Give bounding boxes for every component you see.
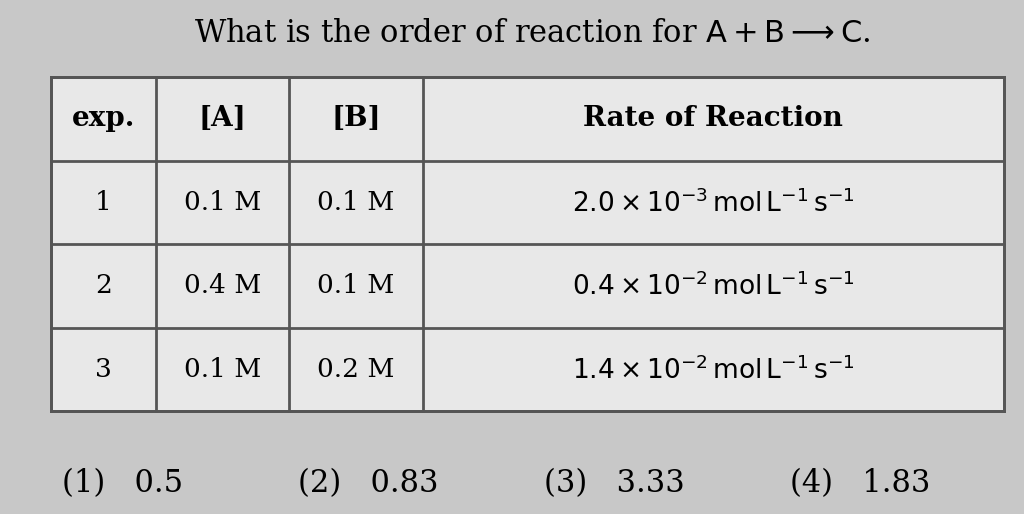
- Text: 0.2 M: 0.2 M: [317, 357, 394, 382]
- Text: 0.1 M: 0.1 M: [317, 273, 394, 299]
- Text: (3)   3.33: (3) 3.33: [544, 468, 685, 499]
- Text: What is the order of reaction for $\mathrm{A + B} \longrightarrow \mathrm{C}$.: What is the order of reaction for $\math…: [195, 18, 870, 49]
- Text: (4)   1.83: (4) 1.83: [790, 468, 931, 499]
- Text: [B]: [B]: [331, 105, 381, 133]
- Text: 2: 2: [95, 273, 112, 299]
- Text: 0.1 M: 0.1 M: [184, 190, 261, 215]
- Text: 1: 1: [95, 190, 112, 215]
- Text: $1.4 \times 10^{-2}\,\mathrm{mol\,L^{-1}\,s^{-1}}$: $1.4 \times 10^{-2}\,\mathrm{mol\,L^{-1}…: [571, 355, 854, 383]
- Text: 0.4 M: 0.4 M: [184, 273, 261, 299]
- Text: 0.1 M: 0.1 M: [184, 357, 261, 382]
- Text: (2)   0.83: (2) 0.83: [298, 468, 439, 499]
- Text: $2.0 \times 10^{-3}\,\mathrm{mol\,L^{-1}\,s^{-1}}$: $2.0 \times 10^{-3}\,\mathrm{mol\,L^{-1}…: [571, 188, 854, 216]
- Text: 0.1 M: 0.1 M: [317, 190, 394, 215]
- Text: (1)   0.5: (1) 0.5: [62, 468, 183, 499]
- Text: Rate of Reaction: Rate of Reaction: [583, 105, 843, 133]
- Text: 3: 3: [95, 357, 112, 382]
- Text: $0.4 \times 10^{-2}\,\mathrm{mol\,L^{-1}\,s^{-1}}$: $0.4 \times 10^{-2}\,\mathrm{mol\,L^{-1}…: [571, 272, 854, 300]
- Text: [A]: [A]: [199, 105, 247, 133]
- Text: exp.: exp.: [72, 105, 135, 133]
- Bar: [51, 77, 1004, 411]
